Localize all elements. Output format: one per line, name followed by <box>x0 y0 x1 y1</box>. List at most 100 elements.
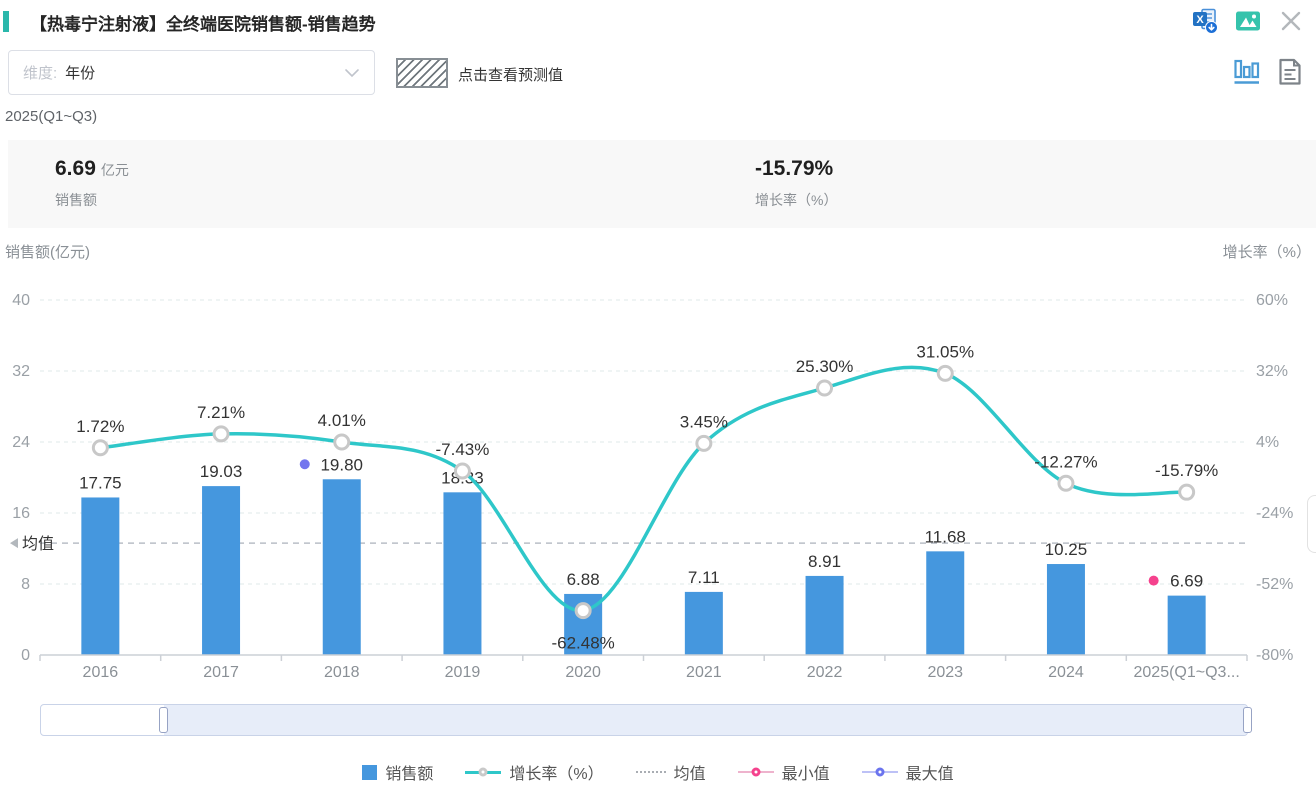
bar-value-label: 19.03 <box>200 462 243 481</box>
growth-value-label: 7.21% <box>197 403 245 422</box>
datazoom-selected-range[interactable] <box>164 705 1247 735</box>
x-axis-category-label: 2022 <box>807 664 843 681</box>
growth-point-2021[interactable] <box>695 434 713 452</box>
image-export-icon[interactable] <box>1235 8 1261 34</box>
bar-value-label: 6.69 <box>1170 572 1203 591</box>
growth-value-label: -7.43% <box>436 440 490 459</box>
growth-value-label: 1.72% <box>76 417 124 436</box>
legend-item-min[interactable]: 最小值 <box>737 760 830 784</box>
min-marker-icon <box>737 764 774 780</box>
growth-point-2017[interactable] <box>212 425 230 443</box>
sales-stat-unit: 亿元 <box>100 162 129 178</box>
growth-point-2020[interactable] <box>574 602 592 620</box>
right-axis-tick: 60% <box>1256 292 1288 309</box>
chart-legend: 销售额 增长率（%） 均值 最小值 最大值 <box>0 760 1316 784</box>
bar-value-label: 8.91 <box>808 552 841 571</box>
left-axis-tick: 24 <box>12 434 30 451</box>
bar-value-label: 19.80 <box>320 455 363 474</box>
line-marker-icon <box>465 764 502 780</box>
bar-value-label: 17.75 <box>79 473 122 492</box>
legend-item-mean[interactable]: 均值 <box>635 760 706 784</box>
dimension-select-value: 年份 <box>65 65 96 82</box>
growth-stat-label: 增长率（%） <box>755 192 838 208</box>
growth-stat-value: -15.79% <box>755 157 834 180</box>
bar-2024[interactable] <box>1046 564 1085 655</box>
bar-2019[interactable] <box>443 492 482 655</box>
growth-point-2016[interactable] <box>91 439 109 457</box>
sales-stat: 6.69 亿元 销售额 <box>55 157 129 210</box>
forecast-hatch-swatch[interactable] <box>396 58 448 88</box>
legend-item-sales[interactable]: 销售额 <box>362 760 433 784</box>
x-axis-category-label: 2018 <box>324 664 360 681</box>
growth-value-label: 4.01% <box>318 411 366 430</box>
right-axis-tick: 4% <box>1256 434 1279 451</box>
growth-point-2025(Q1~Q3...[interactable] <box>1178 483 1196 501</box>
x-axis-category-label: 2016 <box>83 664 119 681</box>
header-actions: X <box>1192 8 1304 34</box>
x-axis-category-label: 2019 <box>445 664 481 681</box>
bar-value-label: 11.68 <box>925 527 966 546</box>
view-switcher <box>1233 57 1302 86</box>
datazoom-right-handle[interactable] <box>1243 707 1252 733</box>
right-axis-tick: -24% <box>1256 505 1293 522</box>
bar-2022[interactable] <box>805 575 844 655</box>
growth-point-2018[interactable] <box>333 433 351 451</box>
title-accent-bar <box>3 11 9 32</box>
legend-item-max[interactable]: 最大值 <box>861 760 954 784</box>
growth-value-label: -12.27% <box>1034 452 1097 471</box>
x-axis-category-label: 2025(Q1~Q3... <box>1134 664 1240 681</box>
bar-value-label: 10.25 <box>1045 540 1088 559</box>
bar-2023[interactable] <box>926 551 965 655</box>
bar-2018[interactable] <box>322 479 361 655</box>
period-label: 2025(Q1~Q3) <box>5 108 98 125</box>
dimension-select-label: 维度: <box>23 65 58 82</box>
growth-point-2022[interactable] <box>816 379 834 397</box>
x-axis-category-label: 2020 <box>565 664 601 681</box>
page-title: 【热毒宁注射液】全终端医院销售额-销售趋势 <box>30 15 376 34</box>
left-axis-title: 销售额(亿元) <box>5 244 90 261</box>
sales-stat-label: 销售额 <box>55 192 97 208</box>
sales-stat-value: 6.69 <box>55 157 96 180</box>
growth-point-2019[interactable] <box>453 462 471 480</box>
right-axis-tick: -52% <box>1256 576 1293 593</box>
right-axis-tick: 32% <box>1256 363 1288 380</box>
datazoom-left-handle[interactable] <box>159 707 168 733</box>
bar-2016[interactable] <box>81 497 120 655</box>
mean-arrow-icon <box>10 538 18 549</box>
min-value-dot <box>1148 575 1159 586</box>
max-marker-icon <box>861 764 898 780</box>
left-axis-tick: 8 <box>21 576 30 593</box>
growth-value-label: -62.48% <box>551 634 614 653</box>
left-axis-tick: 16 <box>12 505 30 522</box>
x-axis-category-label: 2021 <box>686 664 722 681</box>
dimension-select[interactable]: 维度: 年份 <box>8 50 375 95</box>
growth-value-label: 31.05% <box>916 342 974 361</box>
legend-item-growth[interactable]: 增长率（%） <box>465 760 604 784</box>
growth-point-2023[interactable] <box>936 364 954 382</box>
report-view-icon[interactable] <box>1278 58 1302 86</box>
excel-export-icon[interactable]: X <box>1192 8 1218 34</box>
mean-label: 均值 <box>22 535 54 553</box>
dotted-line-icon <box>635 771 666 773</box>
bar-2017[interactable] <box>202 486 241 655</box>
forecast-hint-text[interactable]: 点击查看预测值 <box>458 67 564 84</box>
right-axis-tick: -80% <box>1256 647 1293 664</box>
collapsed-panel-handle[interactable] <box>1307 495 1316 553</box>
close-icon[interactable] <box>1278 8 1304 34</box>
right-axis-title: 增长率（%） <box>1223 244 1311 261</box>
datazoom-slider[interactable] <box>40 704 1252 736</box>
x-axis-category-label: 2017 <box>203 664 239 681</box>
bar-2021[interactable] <box>684 591 723 655</box>
x-axis-category-label: 2023 <box>927 664 963 681</box>
growth-value-label: 3.45% <box>680 412 728 431</box>
bar-value-label: 6.88 <box>567 570 600 589</box>
bar-chart-view-icon[interactable] <box>1233 57 1260 86</box>
max-value-dot <box>299 459 310 470</box>
growth-point-2024[interactable] <box>1057 474 1075 492</box>
bar-2025(Q1~Q3...[interactable] <box>1167 595 1206 655</box>
growth-line <box>98 365 1189 613</box>
svg-text:X: X <box>1196 14 1204 26</box>
growth-value-label: 25.30% <box>796 357 854 376</box>
bar-swatch-icon <box>362 764 378 780</box>
left-axis-tick: 40 <box>12 292 30 309</box>
